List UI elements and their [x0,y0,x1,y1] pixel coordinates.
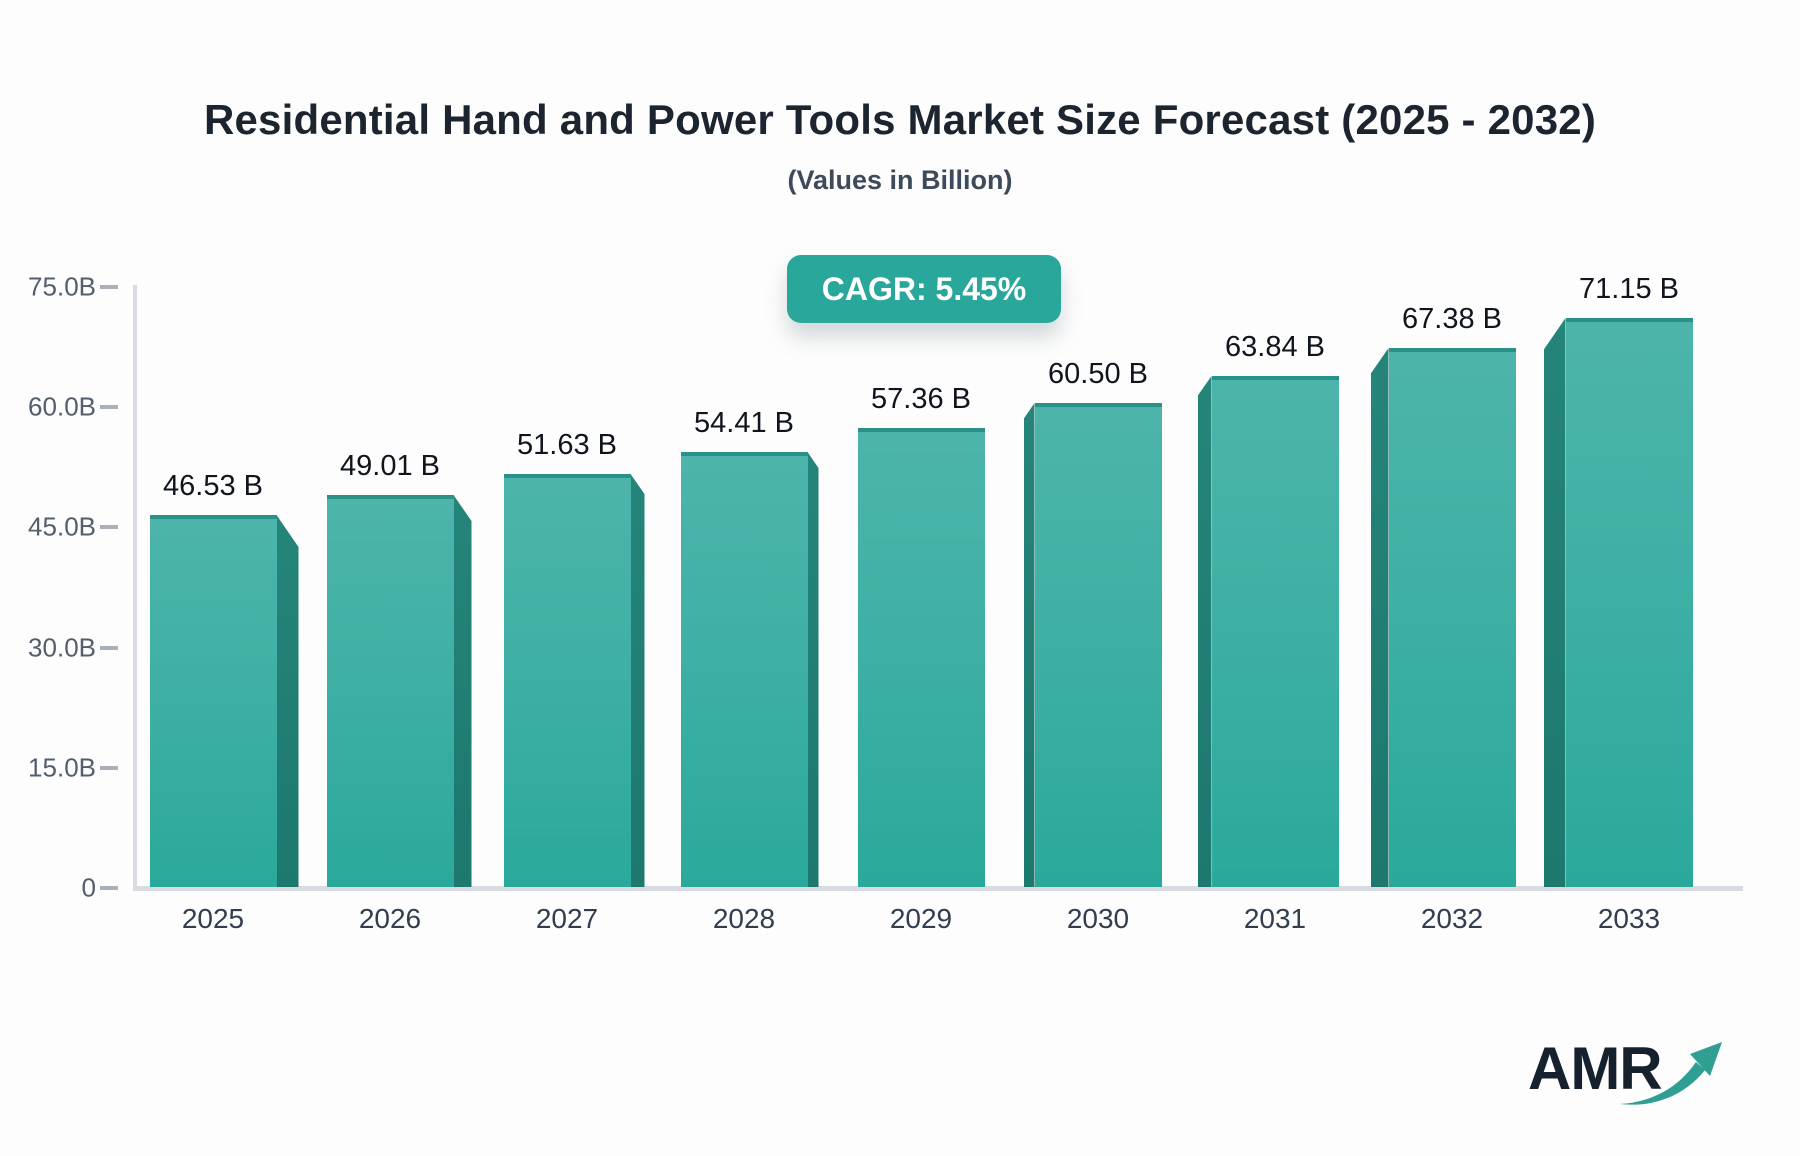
bar-face [680,452,808,887]
chart-subtitle: (Values in Billion) [787,165,1013,195]
y-axis-line [133,285,137,890]
brand-logo: AMR [1528,1034,1728,1114]
y-axis-tick-mark [100,285,118,289]
x-axis-label: 2027 [535,903,599,934]
bar-value-label: 63.84 B [1225,331,1325,363]
brand-logo-text: AMR [1528,1035,1663,1102]
bar-face [1034,403,1162,887]
bar-face [857,428,985,887]
x-axis-label: 2028 [712,903,776,934]
bar-value-label: 71.15 B [1579,273,1679,305]
growth-arrow-icon [1618,1038,1728,1115]
cagr-badge: CAGR: 5.45% [787,255,1061,323]
y-axis-tick-mark [100,765,118,770]
bar-value-label: 67.38 B [1402,303,1502,335]
bar-side-face [1197,376,1212,887]
bar-side-face [1543,318,1566,887]
bar-value-label: 60.50 B [1048,358,1148,390]
bar-face [326,495,454,887]
bar-value-label: 57.36 B [871,383,971,415]
x-axis-label: 2029 [889,903,953,934]
y-axis-tick-label: 15.0B [28,752,96,783]
x-axis-label: 2032 [1420,903,1484,934]
y-axis-tick-label: 0 [81,872,96,903]
bar-face [503,474,631,887]
x-axis-label: 2025 [181,903,245,934]
y-axis-tick-mark [100,886,118,890]
bar-side-face [807,452,819,887]
bar-value-label: 46.53 B [163,470,263,502]
x-axis-label: 2033 [1597,903,1661,934]
x-axis-label: 2031 [1243,903,1307,934]
bar-face [149,515,277,887]
bar-side-face [453,495,472,887]
bar-side-face [1023,403,1035,887]
x-axis-line [133,886,1743,891]
bar-side-face [276,515,299,887]
bar-value-label: 49.01 B [340,450,440,482]
bar-face [1565,318,1693,887]
x-axis-label: 2026 [358,903,422,934]
y-axis-tick-mark [100,525,118,530]
y-axis-tick-mark [100,645,118,650]
y-axis-tick-label: 45.0B [28,511,96,542]
chart-title: Residential Hand and Power Tools Market … [203,96,1597,143]
y-axis-tick-label: 60.0B [28,391,96,422]
y-axis-tick-label: 75.0B [28,271,96,302]
bar-face [1388,348,1516,887]
y-axis-tick-label: 30.0B [28,632,96,663]
bar-side-face [1370,348,1389,887]
bar-value-label: 54.41 B [694,407,794,439]
x-axis-label: 2030 [1066,903,1130,934]
bar-value-label: 51.63 B [517,429,617,461]
y-axis-tick-mark [100,405,118,410]
bar-face [1211,376,1339,887]
bar-side-face [630,474,645,887]
